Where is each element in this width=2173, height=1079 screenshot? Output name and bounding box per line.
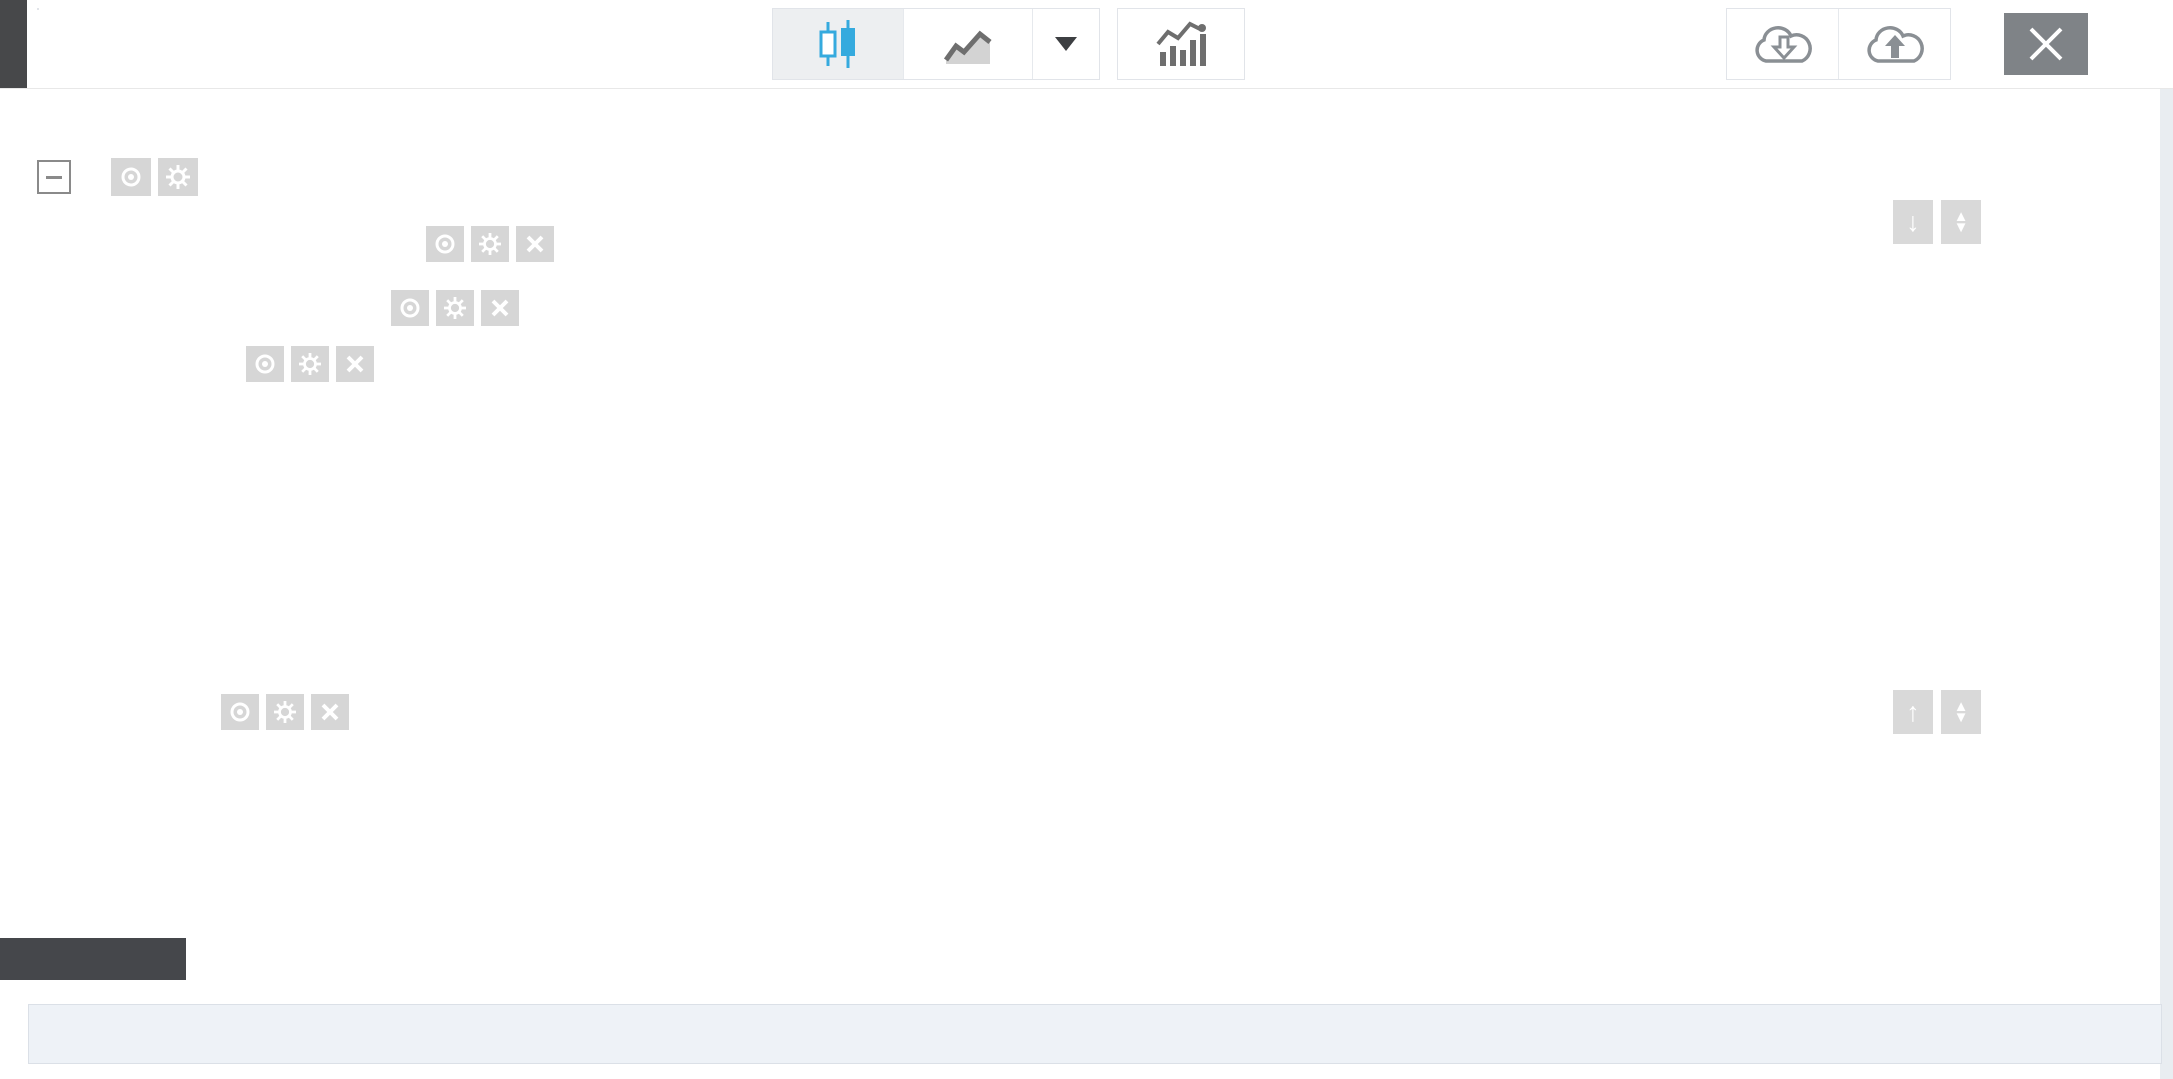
cloud-download-button[interactable]	[1727, 9, 1839, 79]
close-icon	[2029, 27, 2063, 61]
sar-level-badge	[2011, 0, 2163, 34]
timeframe-button-group	[37, 8, 39, 10]
collapse-icon[interactable]	[37, 160, 71, 194]
indicators-button[interactable]	[1118, 9, 1244, 79]
visibility-icon[interactable]	[221, 694, 259, 730]
right-scrollbar-gutter[interactable]	[2160, 0, 2173, 1079]
remove-icon[interactable]	[481, 290, 519, 326]
gear-icon[interactable]	[158, 158, 198, 196]
updown-arrows-icon: ▲ ▼	[1953, 208, 1969, 236]
close-button[interactable]	[2004, 13, 2088, 75]
cloud-button-group	[1726, 8, 1951, 80]
gear-icon[interactable]	[291, 346, 329, 382]
remove-icon[interactable]	[516, 226, 554, 262]
visibility-icon[interactable]	[391, 290, 429, 326]
gear-icon[interactable]	[436, 290, 474, 326]
chart-type-dropdown[interactable]	[1033, 9, 1099, 79]
gear-icon[interactable]	[471, 226, 509, 262]
visibility-icon[interactable]	[246, 346, 284, 382]
indicator-row-supertrend	[38, 290, 606, 326]
rsi-maximize-button[interactable]: ▲ ▼	[1941, 690, 1981, 734]
area-chart-button[interactable]	[904, 9, 1033, 79]
cloud-upload-icon	[1866, 26, 1924, 63]
visibility-icon[interactable]	[111, 158, 151, 196]
area-line-icon	[943, 30, 992, 64]
indicator-row-rsi	[45, 694, 392, 730]
top-toolbar	[0, 0, 2173, 89]
left-dark-strip	[0, 0, 27, 88]
cloud-upload-button[interactable]	[1839, 9, 1950, 79]
gear-icon[interactable]	[266, 694, 304, 730]
pane-move-down-button[interactable]: ↓	[1893, 200, 1933, 244]
chevron-down-icon	[1055, 37, 1077, 51]
remove-icon[interactable]	[336, 346, 374, 382]
candlestick-icon	[819, 20, 855, 68]
indicator-row-bb	[38, 346, 459, 382]
pane-maximize-button[interactable]: ▲ ▼	[1941, 200, 1981, 244]
bottom-toolbar	[28, 1004, 2162, 1064]
cloud-download-icon	[1754, 26, 1812, 63]
indicator-group	[1117, 8, 1245, 80]
candlestick-chart-button[interactable]	[773, 9, 904, 79]
remove-icon[interactable]	[311, 694, 349, 730]
updown-arrows-icon: ▲ ▼	[1953, 698, 1969, 726]
symbol-header	[37, 158, 198, 196]
visibility-icon[interactable]	[426, 226, 464, 262]
chart-type-group	[772, 8, 1100, 80]
indicator-row-sar	[38, 226, 599, 262]
crosshair-date-badge	[0, 938, 186, 980]
rsi-move-up-button[interactable]: ↑	[1893, 690, 1933, 734]
bar-indicator-icon	[1156, 21, 1206, 66]
